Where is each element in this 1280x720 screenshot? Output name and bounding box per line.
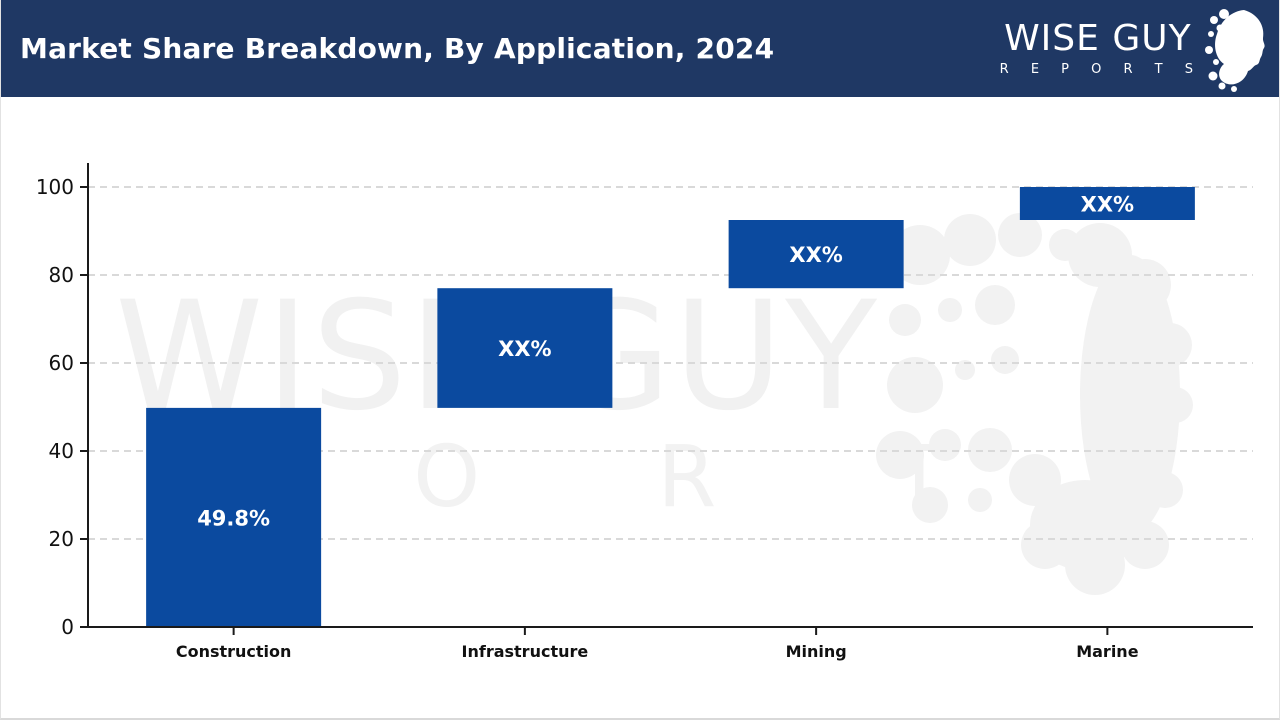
wiseguy-face-icon (1205, 8, 1265, 92)
y-tick-label: 20 (49, 527, 74, 551)
bar-value-label: 49.8% (197, 506, 270, 530)
x-tick-label: Infrastructure (462, 642, 589, 661)
x-tick-label: Marine (1076, 642, 1138, 661)
watermark-text-line2: P O R T S (185, 428, 1252, 527)
y-tick-label: 60 (49, 351, 74, 375)
x-tick-label: Construction (176, 642, 292, 661)
y-tick-label: 0 (61, 615, 74, 639)
bar-value-label: XX% (1081, 193, 1134, 217)
logo-subtext: R E P O R T S (999, 62, 1202, 77)
y-tick-label: 80 (49, 263, 74, 287)
page-title: Market Share Breakdown, By Application, … (20, 32, 775, 65)
logo-wordmark-block: WISE GUY R E P O R T S (994, 18, 1202, 77)
bar-value-label: XX% (498, 337, 551, 361)
bar-marine (1019, 187, 1195, 220)
bar-construction (146, 407, 322, 627)
bar-mining (728, 220, 904, 289)
bar-value-label: XX% (789, 243, 842, 267)
header-bar: Market Share Breakdown, By Application, … (0, 0, 1280, 97)
bar-infrastructure (437, 288, 613, 408)
y-tick-label: 40 (49, 439, 74, 463)
x-tick-label: Mining (786, 642, 847, 661)
y-tick-label: 100 (36, 175, 74, 199)
logo: WISE GUY R E P O R T S (994, 0, 1268, 97)
logo-wordmark: WISE GUY (1004, 18, 1192, 59)
